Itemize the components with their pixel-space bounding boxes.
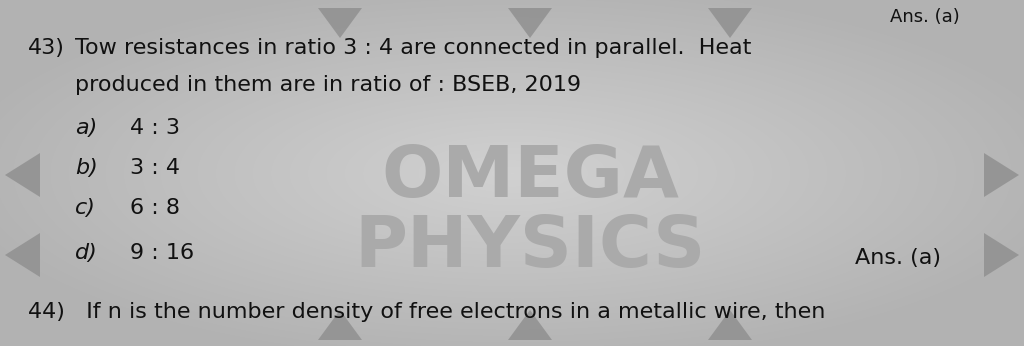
Text: OMEGA: OMEGA [381,144,679,212]
Polygon shape [5,153,40,197]
Text: produced in them are in ratio of : BSEB, 2019: produced in them are in ratio of : BSEB,… [75,75,582,95]
Polygon shape [318,310,362,340]
Text: 6 : 8: 6 : 8 [130,198,180,218]
Text: d): d) [75,243,97,263]
Text: b): b) [75,158,97,178]
Text: Ans. (a): Ans. (a) [890,8,959,26]
Text: 44)   If n is the number density of free electrons in a metallic wire, then: 44) If n is the number density of free e… [28,302,825,322]
Text: a): a) [75,118,97,138]
Text: 43): 43) [28,38,65,58]
Polygon shape [5,233,40,277]
Text: 4 : 3: 4 : 3 [130,118,180,138]
Polygon shape [318,8,362,38]
Polygon shape [984,153,1019,197]
Polygon shape [984,233,1019,277]
Text: c): c) [75,198,96,218]
Polygon shape [708,310,752,340]
Polygon shape [508,310,552,340]
Text: 9 : 16: 9 : 16 [130,243,195,263]
Text: 3 : 4: 3 : 4 [130,158,180,178]
Polygon shape [708,8,752,38]
Text: PHYSICS: PHYSICS [354,213,706,282]
Polygon shape [508,8,552,38]
Text: Ans. (a): Ans. (a) [855,248,941,268]
Text: Tow resistances in ratio 3 : 4 are connected in parallel.  Heat: Tow resistances in ratio 3 : 4 are conne… [75,38,752,58]
